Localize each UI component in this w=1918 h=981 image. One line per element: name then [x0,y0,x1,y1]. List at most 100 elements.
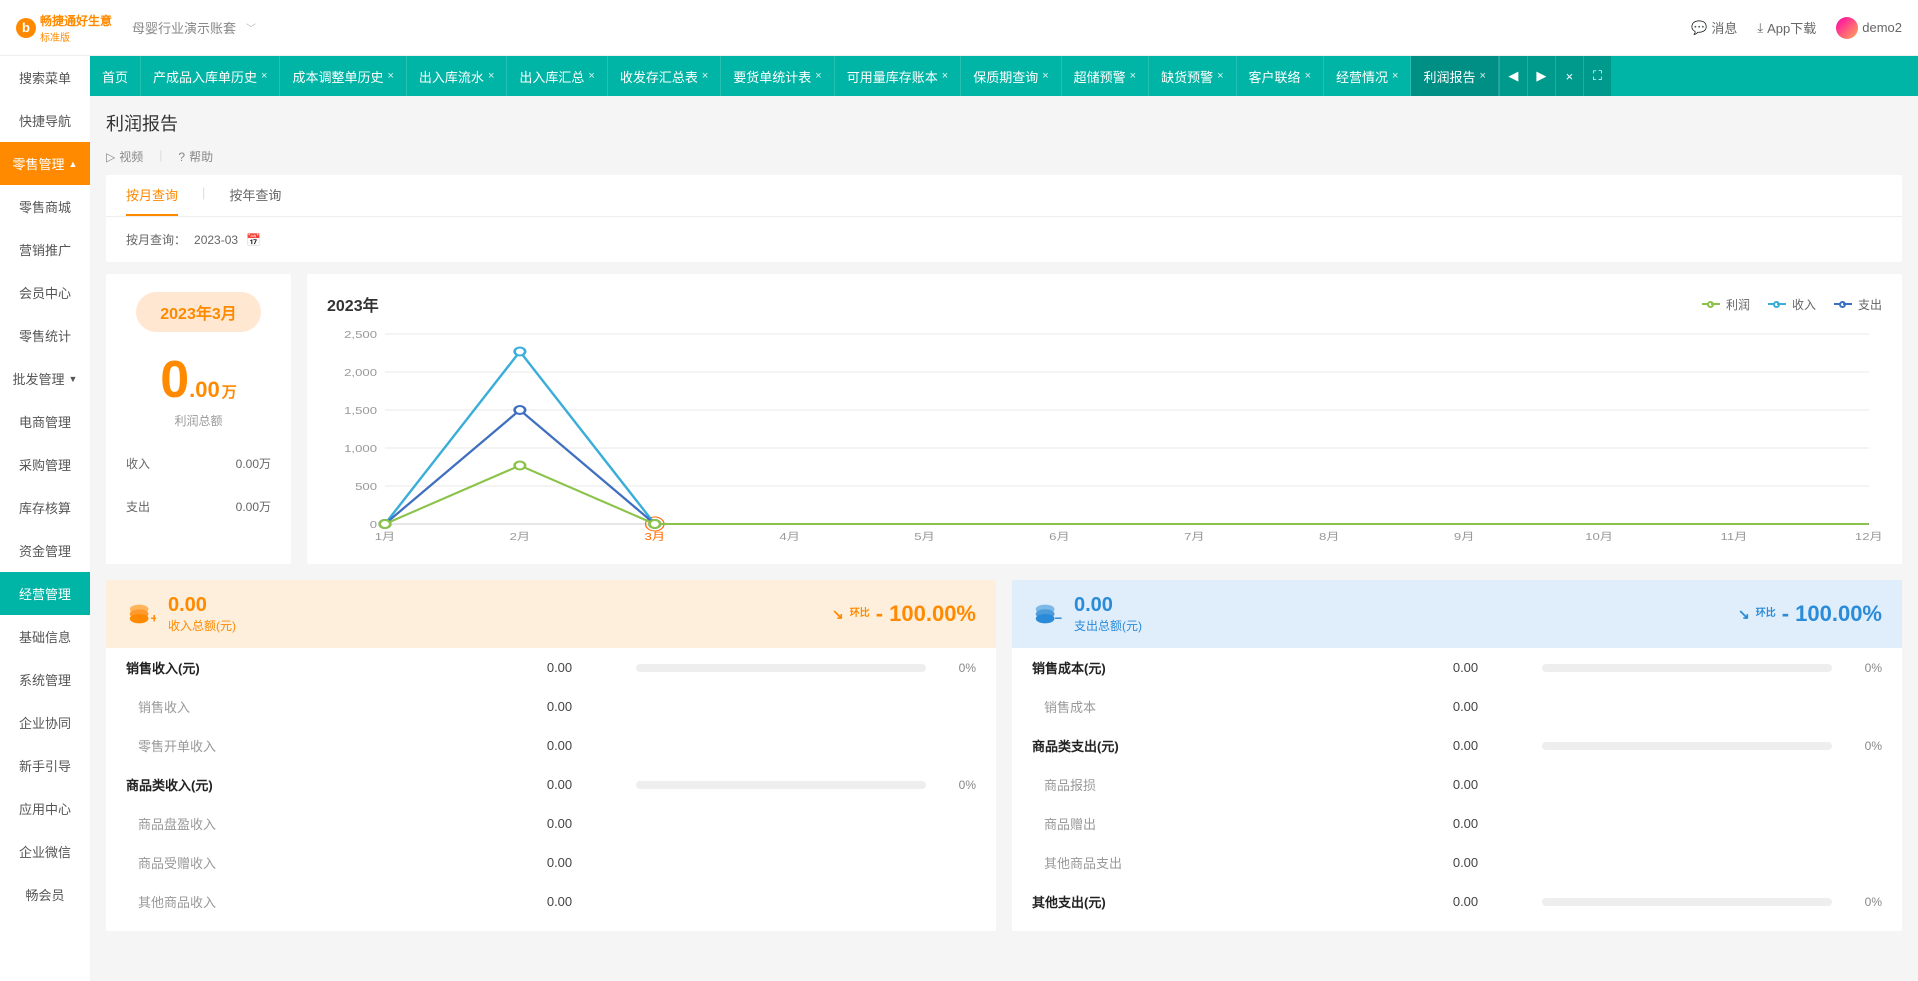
sidebar: 搜索菜单快捷导航零售管理▲ 零售商城营销推广会员中心零售统计批发管理▼电商管理采购… [0,56,90,981]
close-icon[interactable]: × [702,70,708,82]
line-chart: 05001,0001,5002,0002,5001月2月3月4月5月6月7月8月… [327,326,1882,546]
sidebar-item-label: 零售商城 [19,197,71,216]
row-label: 商品类支出(元) [1032,736,1389,755]
tab-4[interactable]: 出入库汇总 × [507,56,607,96]
svg-text:500: 500 [355,481,378,492]
tab-5[interactable]: 收发存汇总表× [608,56,721,96]
close-icon[interactable]: × [1392,70,1398,82]
sidebar-item-9[interactable]: 采购管理 [0,443,90,486]
svg-text:5月: 5月 [914,531,935,542]
tab-label: 缺货预警 [1161,67,1213,86]
tab-8[interactable]: 保质期查询 × [961,56,1061,96]
sidebar-item-8[interactable]: 电商管理 [0,400,90,443]
close-icon[interactable]: × [1217,70,1223,82]
filter-value[interactable]: 2023-03 [194,233,238,247]
income-hb-label: 环比 [850,609,870,619]
help-link[interactable]: ? 帮助 [178,148,213,165]
sidebar-item-14[interactable]: 系统管理 [0,658,90,701]
income-total-value: 0.00 [168,594,236,617]
sidebar-item-18[interactable]: 企业微信 [0,830,90,873]
breakdown-row: 商品类支出(元)0.000% [1032,726,1882,765]
tab-1[interactable]: 产成品入库单历史× [141,56,280,96]
row-label: 其他商品收入 [126,892,483,911]
sidebar-item-1[interactable]: 快捷导航 [0,99,90,142]
tab-13[interactable]: 利润报告× [1411,56,1498,96]
video-label: 视频 [119,148,143,165]
close-icon[interactable]: × [942,70,948,82]
video-link[interactable]: ▷ 视频 [106,148,143,165]
sidebar-item-15[interactable]: 企业协同 [0,701,90,744]
sidebar-item-11[interactable]: 资金管理 [0,529,90,572]
user-menu[interactable]: demo2 [1836,17,1902,39]
sidebar-item-19[interactable]: 畅会员 [0,873,90,916]
tab-9[interactable]: 超储预警 × [1062,56,1149,96]
account-selector[interactable]: 母婴行业演示账套 ﹀ [132,18,1691,37]
tab-10[interactable]: 缺货预警 × [1149,56,1236,96]
svg-text:8月: 8月 [1319,531,1340,542]
svg-text:2,500: 2,500 [344,329,378,340]
close-icon[interactable]: × [1042,70,1048,82]
expense-hb-label: 环比 [1756,609,1776,619]
svg-text:2,000: 2,000 [344,367,378,378]
sidebar-item-10[interactable]: 库存核算 [0,486,90,529]
top-header: b 畅捷通好生意 标准版 母婴行业演示账套 ﹀ 💬 消息 ⤓ App下载 dem… [0,0,1918,56]
calendar-icon[interactable]: 📅 [246,233,261,247]
sidebar-item-16[interactable]: 新手引导 [0,744,90,787]
close-icon[interactable]: × [1479,70,1485,82]
tab-2[interactable]: 成本调整单历史× [280,56,406,96]
row-value: 0.00 [483,738,636,753]
tab-close-all[interactable]: × [1555,56,1583,96]
tab-0[interactable]: 首页 [90,56,141,96]
row-bar [636,664,926,672]
sidebar-item-0[interactable]: 搜索菜单 [0,56,90,99]
sidebar-item-3[interactable]: 零售商城 [0,185,90,228]
close-icon[interactable]: × [1305,70,1311,82]
app-download-button[interactable]: ⤓ App下载 [1757,18,1816,37]
tab-7[interactable]: 可用量库存账本 × [835,56,961,96]
close-icon[interactable]: × [488,70,494,82]
page-help: ▷ 视频 | ? 帮助 [106,148,1902,165]
row-label: 商品盘盈收入 [126,814,483,833]
chart-header: 2023年 利润 收入 [327,292,1882,316]
sidebar-item-label: 应用中心 [19,799,71,818]
sidebar-item-13[interactable]: 基础信息 [0,615,90,658]
subtab-yearly[interactable]: 按年查询 [229,185,281,216]
row-label: 销售成本(元) [1032,658,1389,677]
tab-fullscreen[interactable]: ⛶ [1583,56,1611,96]
tab-3[interactable]: 出入库流水× [407,56,507,96]
row-label: 商品受赠收入 [126,853,483,872]
close-icon[interactable]: × [1130,70,1136,82]
tab-label: 经营情况 [1336,67,1388,86]
sidebar-item-12[interactable]: 经营管理 [0,572,90,615]
sidebar-item-7[interactable]: 批发管理▼ [0,357,90,400]
tab-11[interactable]: 客户联络× [1237,56,1324,96]
svg-text:12月: 12月 [1855,531,1882,542]
tab-label: 可用量库存账本 [847,67,938,86]
tab-12[interactable]: 经营情况 × [1324,56,1411,96]
sidebar-item-2[interactable]: 零售管理▲ [0,142,90,185]
legend-income[interactable]: 收入 [1768,296,1816,313]
sidebar-item-6[interactable]: 零售统计 [0,314,90,357]
close-icon[interactable]: × [588,70,594,82]
close-icon[interactable]: × [387,70,393,82]
tab-6[interactable]: 要货单统计表× [721,56,834,96]
tab-next[interactable]: ▶ [1527,56,1555,96]
tab-label: 出入库汇总 [519,67,584,86]
legend-profit[interactable]: 利润 [1702,296,1750,313]
message-button[interactable]: 💬 消息 [1691,18,1737,37]
legend-expense[interactable]: 支出 [1834,296,1882,313]
sidebar-item-17[interactable]: 应用中心 [0,787,90,830]
row-value: 0.00 [483,660,636,675]
svg-text:0: 0 [370,519,378,530]
coins-plus-icon: + [126,598,156,631]
income-mom-pct: - 100.00% [876,601,976,627]
sidebar-item-4[interactable]: 营销推广 [0,228,90,271]
tab-prev[interactable]: ◀ [1499,56,1527,96]
tab-label: 超储预警 [1074,67,1126,86]
tab-label: 保质期查询 [973,67,1038,86]
close-icon[interactable]: × [261,70,267,82]
sidebar-item-label: 会员中心 [19,283,71,302]
close-icon[interactable]: × [815,70,821,82]
subtab-monthly[interactable]: 按月查询 [126,185,178,216]
sidebar-item-5[interactable]: 会员中心 [0,271,90,314]
